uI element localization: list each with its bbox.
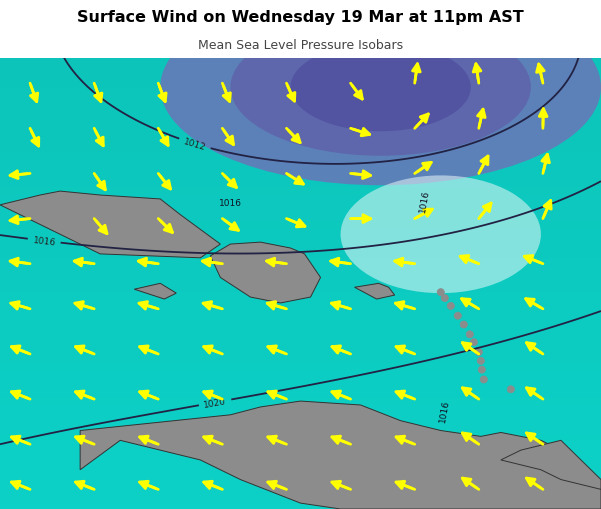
Circle shape [466, 331, 474, 338]
Text: 1016: 1016 [219, 199, 242, 208]
Circle shape [470, 339, 477, 346]
Circle shape [460, 321, 468, 328]
Circle shape [475, 349, 483, 356]
Text: 1016: 1016 [32, 236, 56, 247]
Ellipse shape [160, 0, 601, 186]
Circle shape [437, 289, 444, 296]
Text: Surface Wind on Wednesday 19 Mar at 11pm AST: Surface Wind on Wednesday 19 Mar at 11pm… [77, 10, 524, 25]
Circle shape [477, 358, 484, 364]
Circle shape [507, 386, 514, 393]
Polygon shape [501, 440, 601, 490]
Circle shape [478, 366, 486, 374]
Polygon shape [462, 437, 483, 449]
Text: 1020: 1020 [203, 396, 227, 409]
Circle shape [480, 376, 487, 383]
Polygon shape [0, 192, 221, 258]
Polygon shape [134, 284, 176, 299]
Circle shape [441, 295, 448, 302]
Ellipse shape [230, 19, 531, 156]
Text: 1016: 1016 [438, 399, 451, 423]
Circle shape [447, 303, 454, 310]
Text: 1016: 1016 [418, 189, 431, 213]
Polygon shape [210, 243, 320, 303]
Circle shape [454, 313, 462, 320]
Text: 1012: 1012 [183, 137, 207, 152]
Polygon shape [80, 401, 601, 509]
Text: Mean Sea Level Pressure Isobars: Mean Sea Level Pressure Isobars [198, 39, 403, 52]
Ellipse shape [290, 44, 471, 132]
Polygon shape [355, 284, 395, 299]
Ellipse shape [341, 176, 541, 294]
